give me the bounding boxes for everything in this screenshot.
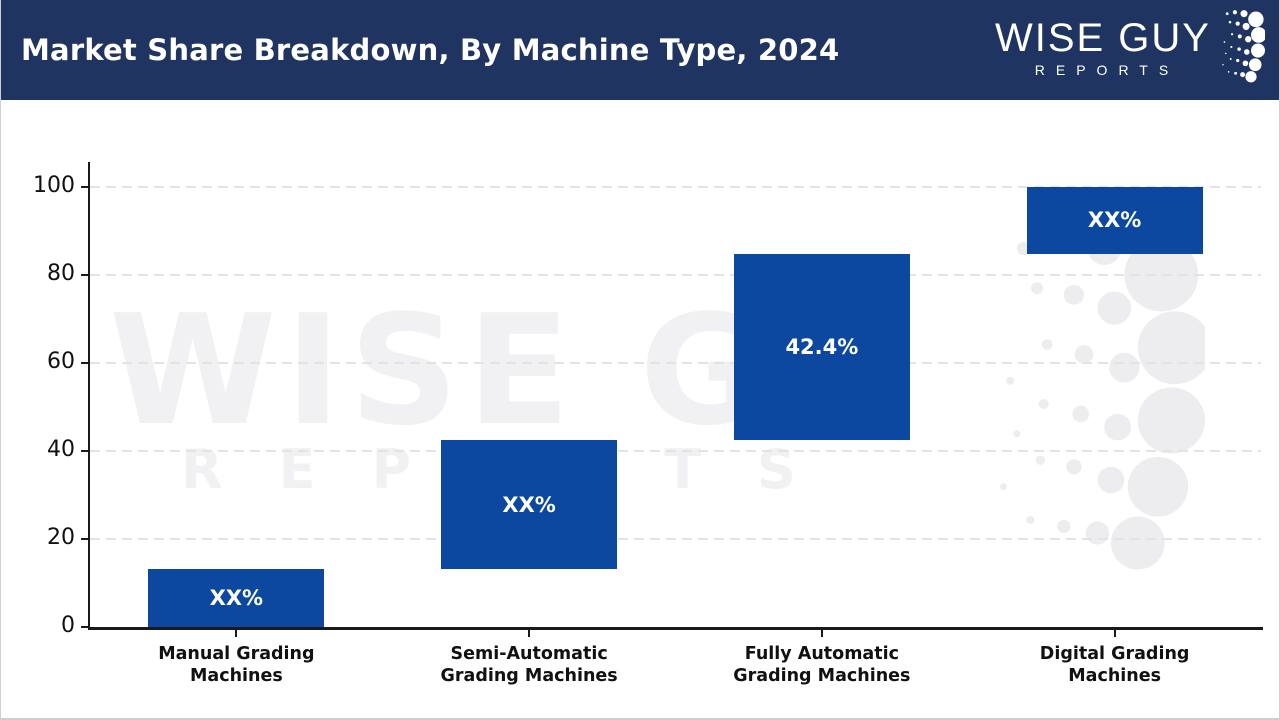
y-axis-tick xyxy=(81,450,89,452)
y-axis-tick-label: 0 xyxy=(61,613,75,638)
brand-logo-text: WISE GUY REPORTS xyxy=(995,17,1211,78)
category-label: Semi-Automatic Grading Machines xyxy=(440,644,618,687)
gridline xyxy=(90,538,1261,540)
bar-segment xyxy=(441,440,618,569)
y-axis-tick-label: 20 xyxy=(47,525,75,550)
x-axis-line xyxy=(88,627,1263,630)
header-bar: Market Share Breakdown, By Machine Type,… xyxy=(1,0,1279,100)
bar-segment xyxy=(148,568,325,627)
gridline xyxy=(90,450,1261,452)
y-axis-line xyxy=(88,162,90,630)
gridline xyxy=(90,186,1261,188)
x-axis-tick xyxy=(1113,630,1116,637)
y-axis-tick xyxy=(81,626,89,628)
bar-value-label: XX% xyxy=(502,492,556,517)
y-axis-tick xyxy=(81,362,89,364)
y-axis-tick-label: 100 xyxy=(33,173,75,198)
y-axis-tick xyxy=(81,538,89,540)
bar-value-label: 42.4% xyxy=(785,335,859,360)
page-title: Market Share Breakdown, By Machine Type,… xyxy=(21,33,840,67)
category-label: Digital Grading Machines xyxy=(1039,644,1190,687)
bar-segment xyxy=(733,253,910,441)
brand-logo: WISE GUY REPORTS xyxy=(995,8,1265,86)
gridline xyxy=(90,274,1261,276)
gridline xyxy=(90,362,1261,364)
x-axis-tick xyxy=(820,630,823,637)
y-axis-tick xyxy=(81,186,89,188)
brand-name: WISE GUY xyxy=(994,15,1211,60)
bar-value-label: XX% xyxy=(209,585,264,610)
brand-subname: REPORTS xyxy=(1034,61,1180,78)
x-axis-tick xyxy=(528,630,531,637)
x-axis-tick xyxy=(235,630,238,637)
category-label: Manual Grading Machines xyxy=(158,644,315,687)
y-axis-tick-label: 40 xyxy=(47,437,75,462)
y-axis-tick-label: 80 xyxy=(47,261,75,286)
y-axis-tick-label: 60 xyxy=(47,349,75,374)
y-axis-tick xyxy=(81,274,89,276)
category-label: Fully Automatic Grading Machines xyxy=(733,644,911,687)
bar-value-label: XX% xyxy=(1087,208,1142,233)
bar-segment xyxy=(1026,187,1203,254)
